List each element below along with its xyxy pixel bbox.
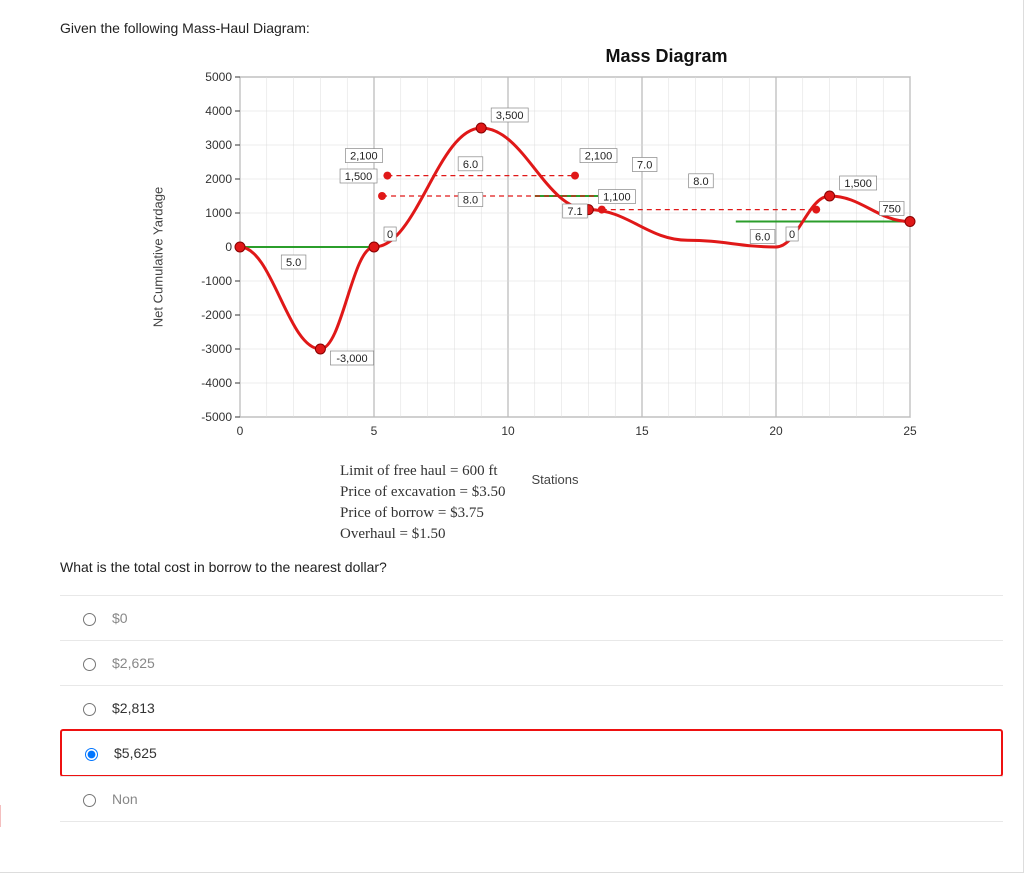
svg-text:7.0: 7.0	[637, 159, 652, 171]
question-text: What is the total cost in borrow to the …	[60, 559, 1003, 575]
question-panel: nswer wered Given the following Mass-Hau…	[0, 0, 1024, 873]
option-radio-a[interactable]	[83, 613, 96, 626]
svg-text:7.1: 7.1	[567, 206, 582, 218]
svg-text:1,500: 1,500	[345, 171, 373, 183]
option-radio-d[interactable]	[85, 748, 98, 761]
svg-text:1,100: 1,100	[603, 192, 631, 204]
svg-text:15: 15	[635, 424, 649, 438]
chart-xlabel: Stations	[532, 472, 579, 487]
svg-text:6.0: 6.0	[463, 159, 478, 171]
svg-text:2000: 2000	[205, 172, 232, 186]
svg-text:0: 0	[237, 424, 244, 438]
svg-text:0: 0	[789, 229, 795, 241]
svg-text:8.0: 8.0	[693, 176, 708, 188]
svg-text:8.0: 8.0	[463, 195, 478, 207]
mass-diagram-chart: Mass Diagram Net Cumulative Yardage -500…	[190, 46, 1003, 545]
given-parameters: Limit of free haul = 600 ft Price of exc…	[340, 461, 1003, 545]
option-radio-c[interactable]	[83, 703, 96, 716]
svg-text:4000: 4000	[205, 104, 232, 118]
svg-text:1,500: 1,500	[844, 178, 872, 190]
chart-title: Mass Diagram	[330, 46, 1003, 67]
svg-text:5.0: 5.0	[286, 257, 301, 269]
svg-text:0: 0	[225, 240, 232, 254]
given-line-1: Price of excavation = $3.50	[340, 482, 1003, 503]
svg-text:20: 20	[769, 424, 783, 438]
svg-text:25: 25	[903, 424, 917, 438]
intro-text: Given the following Mass-Haul Diagram:	[60, 20, 1003, 36]
option-radio-e[interactable]	[83, 794, 96, 807]
option-b[interactable]: $2,625	[60, 640, 1003, 685]
svg-text:-3,000: -3,000	[336, 353, 367, 365]
answer-options: $0 $2,625 $2,813 $5,625 Non	[60, 595, 1003, 822]
given-line-3: Overhaul = $1.50	[340, 524, 1003, 545]
svg-text:5000: 5000	[205, 70, 232, 84]
option-a[interactable]: $0	[60, 595, 1003, 640]
option-label-c: $2,813	[112, 700, 155, 716]
option-c[interactable]: $2,813	[60, 685, 1003, 730]
svg-text:-5000: -5000	[201, 410, 232, 424]
svg-text:5: 5	[371, 424, 378, 438]
svg-text:10: 10	[501, 424, 515, 438]
svg-text:1000: 1000	[205, 206, 232, 220]
chart-svg: -5000-4000-3000-2000-1000010002000300040…	[190, 67, 920, 447]
svg-text:6.0: 6.0	[755, 232, 770, 244]
svg-text:-4000: -4000	[201, 376, 232, 390]
svg-text:2,100: 2,100	[350, 151, 378, 163]
option-e[interactable]: Non	[60, 776, 1003, 822]
svg-text:3000: 3000	[205, 138, 232, 152]
svg-text:750: 750	[883, 204, 901, 216]
option-label-d: $5,625	[114, 745, 157, 761]
svg-text:-3000: -3000	[201, 342, 232, 356]
option-label-e: Non	[112, 791, 138, 807]
svg-text:0: 0	[387, 229, 393, 241]
svg-text:2,100: 2,100	[585, 151, 613, 163]
svg-text:3,500: 3,500	[496, 110, 524, 122]
svg-text:-2000: -2000	[201, 308, 232, 322]
option-label-b: $2,625	[112, 655, 155, 671]
option-label-a: $0	[112, 610, 128, 626]
svg-text:-1000: -1000	[201, 274, 232, 288]
option-radio-b[interactable]	[83, 658, 96, 671]
given-line-0: Limit of free haul = 600 ft	[340, 461, 1003, 482]
option-d[interactable]: $5,625	[60, 729, 1003, 777]
chart-ylabel: Net Cumulative Yardage	[151, 187, 166, 327]
given-line-2: Price of borrow = $3.75	[340, 503, 1003, 524]
